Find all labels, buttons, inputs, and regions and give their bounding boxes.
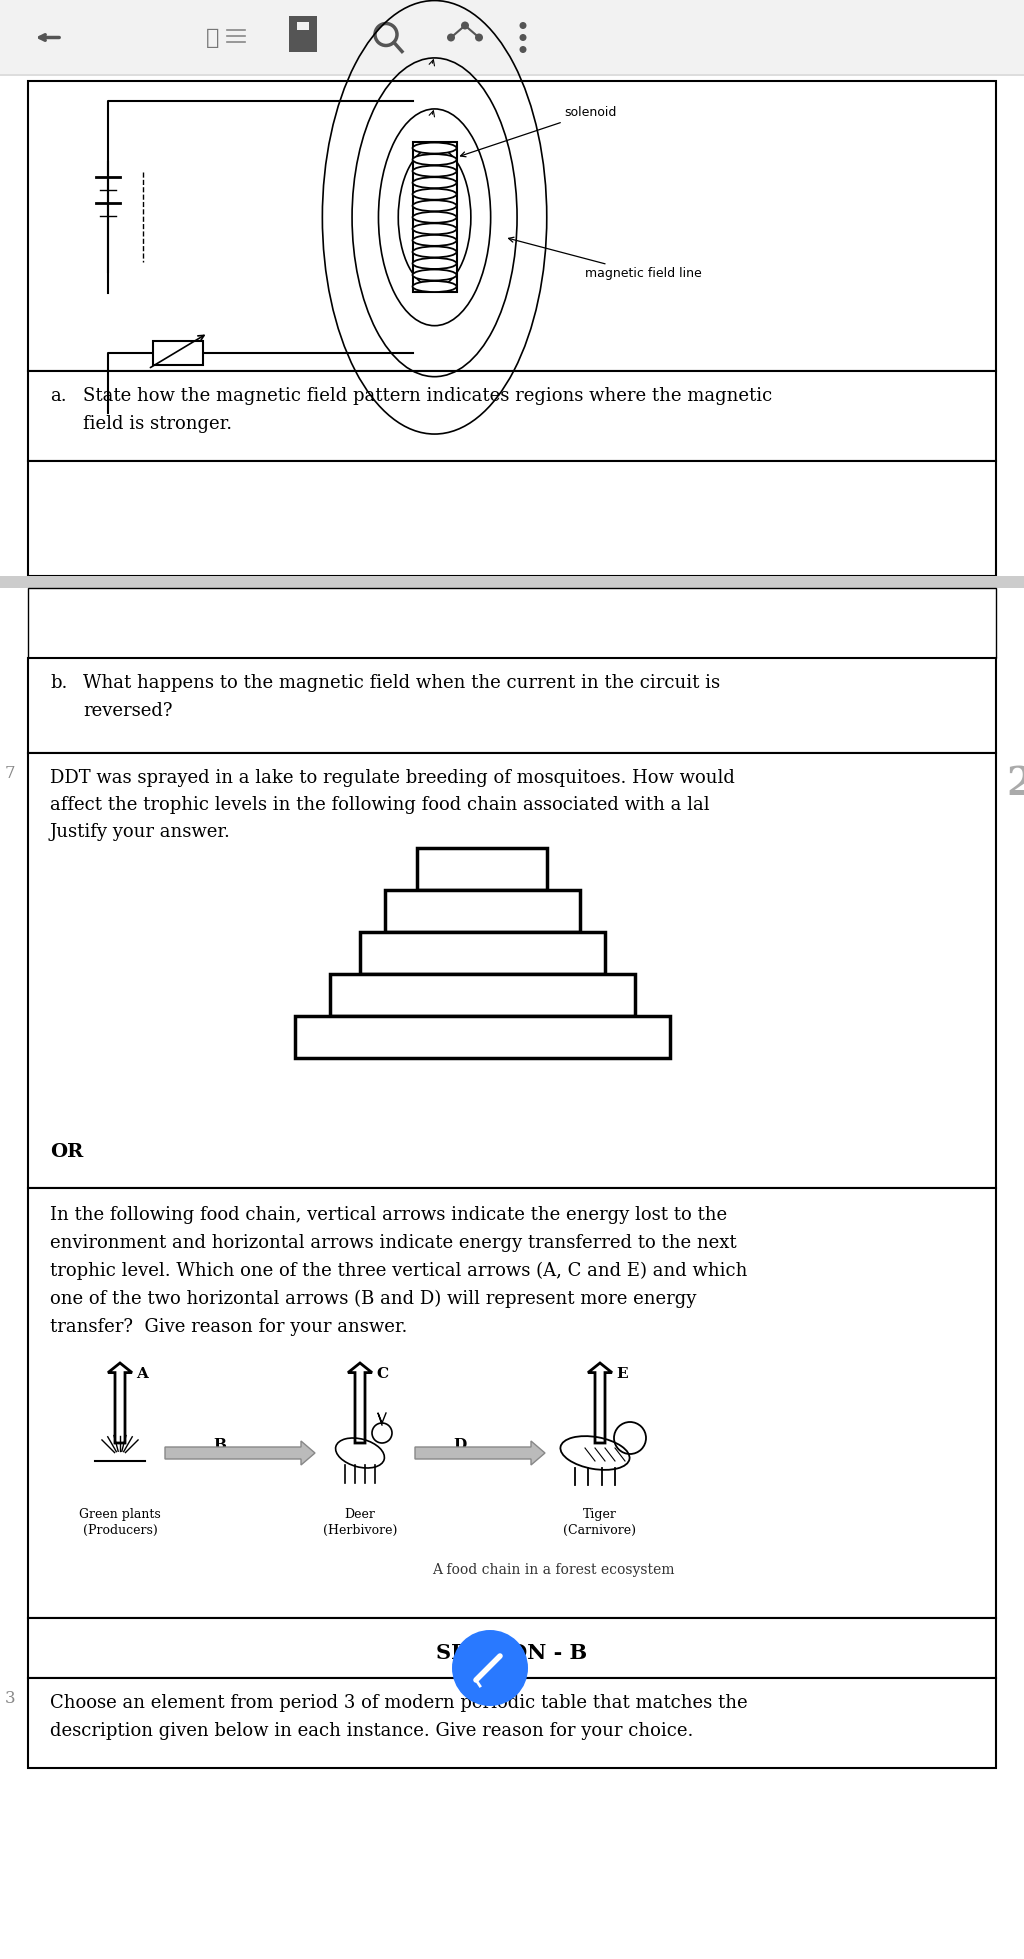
Text: A food chain in a forest ecosystem: A food chain in a forest ecosystem — [432, 1563, 675, 1577]
Ellipse shape — [413, 200, 457, 212]
Ellipse shape — [413, 270, 457, 280]
Ellipse shape — [413, 212, 457, 223]
Text: 3: 3 — [5, 1691, 15, 1706]
Text: E: E — [616, 1367, 628, 1381]
Text: Tiger: Tiger — [583, 1508, 616, 1520]
Text: D: D — [454, 1438, 467, 1452]
Text: a.: a. — [50, 388, 67, 406]
Text: HAWK: HAWK — [454, 866, 511, 884]
Bar — [0, 0, 1024, 74]
Text: (Carnivore): (Carnivore) — [563, 1524, 637, 1538]
Text: Justify your answer.: Justify your answer. — [50, 823, 230, 840]
Text: Choose an element from period 3 of modern periodic table that matches the: Choose an element from period 3 of moder… — [50, 1695, 748, 1712]
Bar — [295, 1017, 670, 1058]
Text: DDT was sprayed in a lake to regulate breeding of mosquitoes. How would: DDT was sprayed in a lake to regulate br… — [50, 770, 735, 788]
Text: trophic level. Which one of the three vertical arrows (A, C and E) and which: trophic level. Which one of the three ve… — [50, 1262, 748, 1281]
Polygon shape — [588, 1363, 612, 1444]
Bar — [28, 1187, 996, 1618]
Ellipse shape — [413, 155, 457, 165]
Circle shape — [519, 33, 526, 41]
Text: PLANKTON: PLANKTON — [431, 991, 532, 1009]
Bar — [385, 889, 580, 932]
Text: solenoid: solenoid — [461, 106, 616, 157]
Polygon shape — [108, 1363, 132, 1444]
Bar — [28, 460, 996, 576]
Bar — [289, 16, 317, 51]
Text: AQUATIC ENVIORNMENT: AQUATIC ENVIORNMENT — [370, 1032, 595, 1050]
Text: Deer: Deer — [344, 1508, 376, 1520]
Text: 💧: 💧 — [206, 27, 220, 47]
Bar — [28, 588, 996, 658]
Bar — [413, 143, 457, 292]
Ellipse shape — [413, 143, 457, 153]
Text: reversed?: reversed? — [83, 701, 172, 721]
Text: In the following food chain, vertical arrows indicate the energy lost to the: In the following food chain, vertical ar… — [50, 1207, 727, 1224]
Text: affect the trophic levels in the following food chain associated with a lal: affect the trophic levels in the followi… — [50, 795, 710, 815]
Text: field is stronger.: field is stronger. — [83, 415, 232, 433]
Text: SECTION - B: SECTION - B — [436, 1644, 588, 1663]
Circle shape — [452, 1630, 528, 1706]
Text: transfer?  Give reason for your answer.: transfer? Give reason for your answer. — [50, 1318, 408, 1336]
Text: State how the magnetic field pattern indicates regions where the magnetic: State how the magnetic field pattern ind… — [83, 388, 772, 406]
Bar — [297, 22, 309, 29]
Ellipse shape — [413, 259, 457, 268]
Bar — [417, 848, 547, 889]
Bar — [28, 1679, 996, 1769]
Ellipse shape — [413, 167, 457, 176]
Circle shape — [519, 45, 526, 53]
Text: (Herbivore): (Herbivore) — [323, 1524, 397, 1538]
Ellipse shape — [413, 280, 457, 292]
Text: b.: b. — [50, 674, 68, 692]
Bar — [28, 1618, 996, 1679]
Text: OR: OR — [50, 1142, 83, 1162]
Bar — [28, 752, 996, 1187]
Text: one of the two horizontal arrows (B and D) will represent more energy: one of the two horizontal arrows (B and … — [50, 1289, 696, 1309]
Text: A: A — [136, 1367, 147, 1381]
Text: C: C — [376, 1367, 388, 1381]
Circle shape — [475, 33, 483, 41]
Bar — [360, 932, 605, 974]
Bar — [28, 80, 996, 370]
Bar — [28, 658, 996, 752]
Text: description given below in each instance. Give reason for your choice.: description given below in each instance… — [50, 1722, 693, 1740]
Text: What happens to the magnetic field when the current in the circuit is: What happens to the magnetic field when … — [83, 674, 720, 692]
Text: 2: 2 — [1006, 766, 1024, 803]
Circle shape — [519, 22, 526, 29]
Polygon shape — [348, 1363, 372, 1444]
Ellipse shape — [413, 247, 457, 257]
Ellipse shape — [413, 235, 457, 247]
Text: 7: 7 — [5, 766, 15, 782]
Bar — [153, 341, 203, 364]
Polygon shape — [165, 1442, 315, 1465]
Ellipse shape — [413, 188, 457, 200]
Text: SMALL FISH: SMALL FISH — [426, 948, 538, 968]
Circle shape — [447, 33, 455, 41]
Text: (Producers): (Producers) — [83, 1524, 158, 1538]
Bar — [0, 576, 1024, 588]
Bar — [0, 74, 1024, 76]
Text: Green plants: Green plants — [79, 1508, 161, 1520]
Text: B: B — [213, 1438, 226, 1452]
Ellipse shape — [413, 223, 457, 235]
Circle shape — [461, 22, 469, 29]
Text: LARGE FISH: LARGE FISH — [427, 907, 538, 925]
Bar — [28, 370, 996, 460]
Polygon shape — [415, 1442, 545, 1465]
Text: magnetic field line: magnetic field line — [509, 237, 701, 280]
Ellipse shape — [413, 176, 457, 188]
Bar — [330, 974, 635, 1017]
Text: environment and horizontal arrows indicate energy transferred to the next: environment and horizontal arrows indica… — [50, 1234, 736, 1252]
